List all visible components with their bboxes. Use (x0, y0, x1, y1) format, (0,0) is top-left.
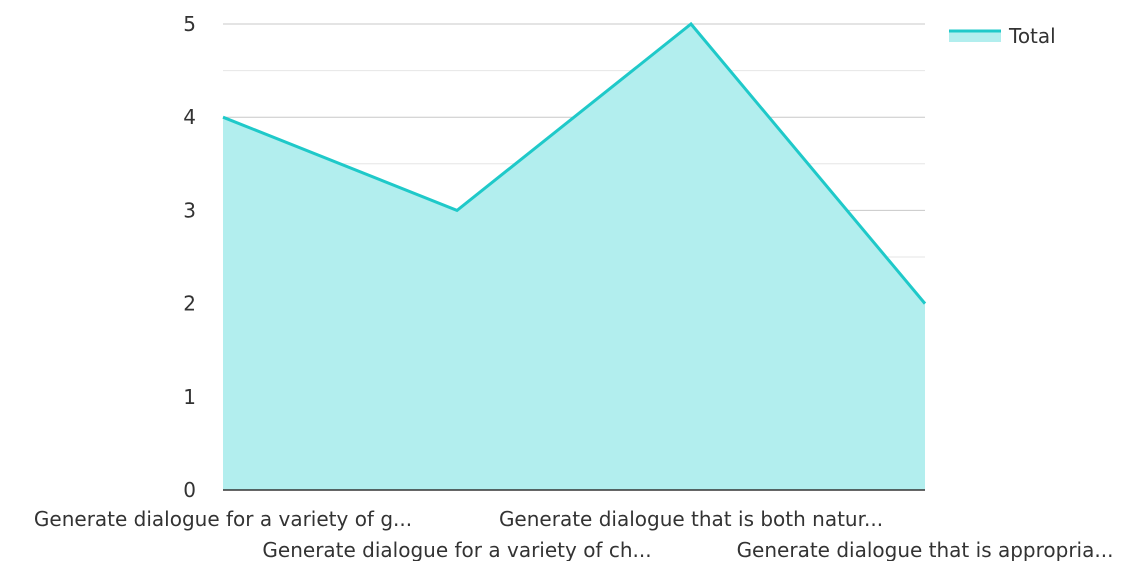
y-tick-label: 5 (183, 12, 196, 36)
data-point[interactable] (453, 206, 461, 214)
x-tick-label: Generate dialogue for a variety of g... (34, 507, 412, 531)
x-tick-label: Generate dialogue that is appropria... (737, 538, 1114, 561)
x-axis-ticks: Generate dialogue for a variety of g... G… (34, 507, 1114, 561)
y-tick-label: 2 (183, 292, 196, 316)
y-tick-label: 0 (183, 478, 196, 502)
data-point[interactable] (219, 113, 227, 121)
y-tick-label: 4 (183, 105, 196, 129)
x-tick-label: Generate dialogue for a variety of ch... (262, 538, 651, 561)
series-area-fill (223, 24, 925, 490)
series-area (219, 20, 929, 490)
y-tick-label: 3 (183, 198, 196, 222)
data-point[interactable] (921, 300, 929, 308)
x-tick-label: Generate dialogue that is both natur... (499, 507, 883, 531)
legend-swatch-fill (949, 30, 1001, 42)
y-tick-label: 1 (183, 385, 196, 409)
legend-label[interactable]: Total (1008, 24, 1056, 48)
y-axis-ticks: 0 1 2 3 4 5 (183, 12, 196, 502)
data-point[interactable] (687, 20, 695, 28)
series-line (222, 21, 927, 305)
legend[interactable]: Total (949, 24, 1056, 48)
